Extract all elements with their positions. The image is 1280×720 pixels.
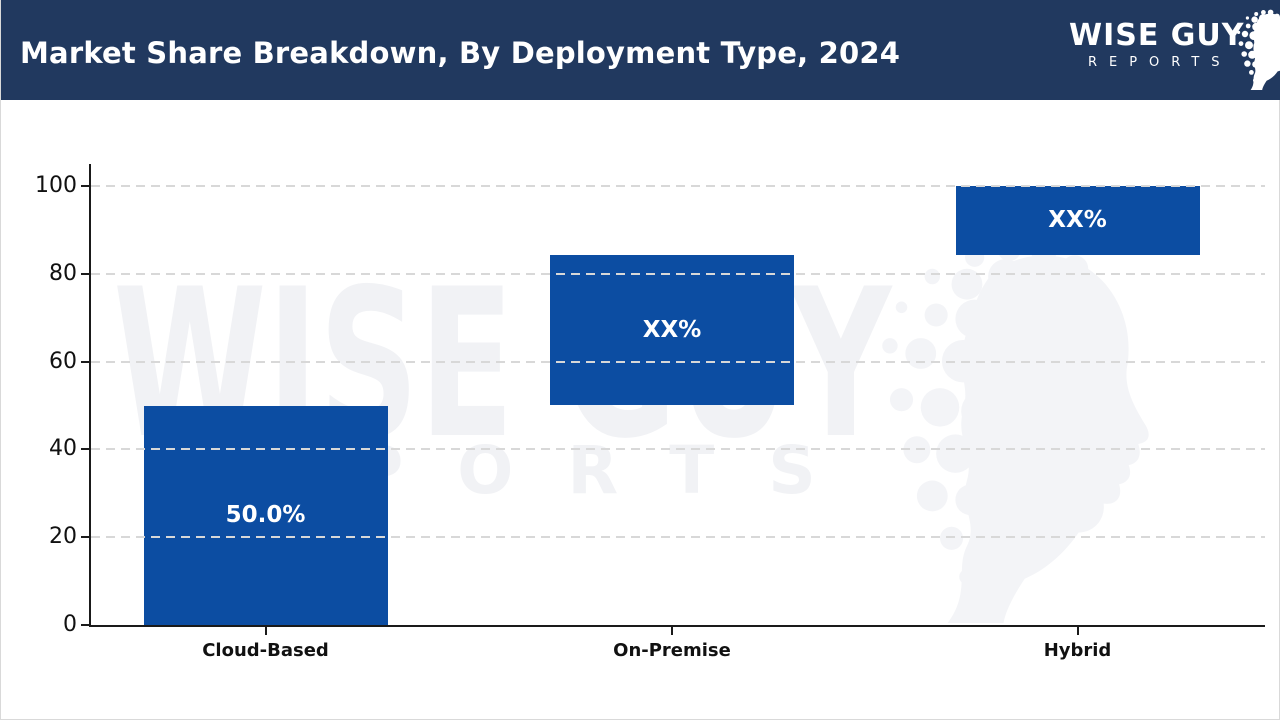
y-axis-tick-label: 80 [49, 260, 77, 286]
bar-value-label-cloud-based: 50.0% [225, 502, 306, 529]
x-axis-tick [671, 627, 673, 635]
x-axis-tick [1076, 627, 1079, 635]
wiseguy-logo-text: WISE GUY REPORTS [1069, 18, 1245, 71]
y-axis-tick-label: 20 [49, 524, 77, 550]
y-axis-tick [81, 624, 89, 626]
header-bar: Market Share Breakdown, By Deployment Ty… [1, 0, 1280, 100]
bar-cloud-based [143, 405, 388, 625]
bar-value-label-hybrid: XX% [1048, 207, 1107, 234]
wiseguy-logo-line2: REPORTS [1087, 55, 1232, 70]
gridline-80 [91, 272, 1265, 275]
x-axis-label-hybrid: Hybrid [1043, 640, 1112, 661]
y-axis-tick [81, 185, 89, 187]
y-axis-tick [81, 536, 89, 539]
bar-on-premise [550, 254, 794, 406]
y-axis-spine [89, 164, 91, 627]
wiseguy-face-watermark-icon [882, 238, 1149, 623]
wiseguy-logo: WISE GUY REPORTS [1031, 0, 1280, 100]
y-axis-tick-label: 100 [35, 173, 77, 198]
bar-hybrid [955, 186, 1200, 255]
x-axis-tick [264, 627, 267, 635]
x-axis-label-cloud-based: Cloud-Based [202, 640, 329, 661]
y-axis-tick [81, 448, 89, 451]
x-axis-label-on-premise: On-Premise [613, 640, 731, 661]
y-axis-tick-label: 60 [49, 348, 77, 374]
gridline-20 [91, 536, 1265, 539]
y-axis-tick [81, 360, 89, 363]
gridline-60 [91, 360, 1265, 363]
wiseguy-face-logo-icon [1237, 9, 1280, 91]
gridline-100 [91, 185, 1265, 187]
y-axis-tick-label: 0 [63, 612, 77, 637]
y-axis-tick [81, 272, 89, 275]
wiseguy-logo-line1: WISE GUY [1069, 18, 1245, 53]
x-axis-spine [89, 625, 1265, 627]
chart-title: Market Share Breakdown, By Deployment Ty… [20, 36, 901, 70]
y-axis-tick-label: 40 [49, 436, 77, 462]
bar-value-label-on-premise: XX% [642, 317, 702, 344]
gridline-40 [91, 448, 1265, 451]
